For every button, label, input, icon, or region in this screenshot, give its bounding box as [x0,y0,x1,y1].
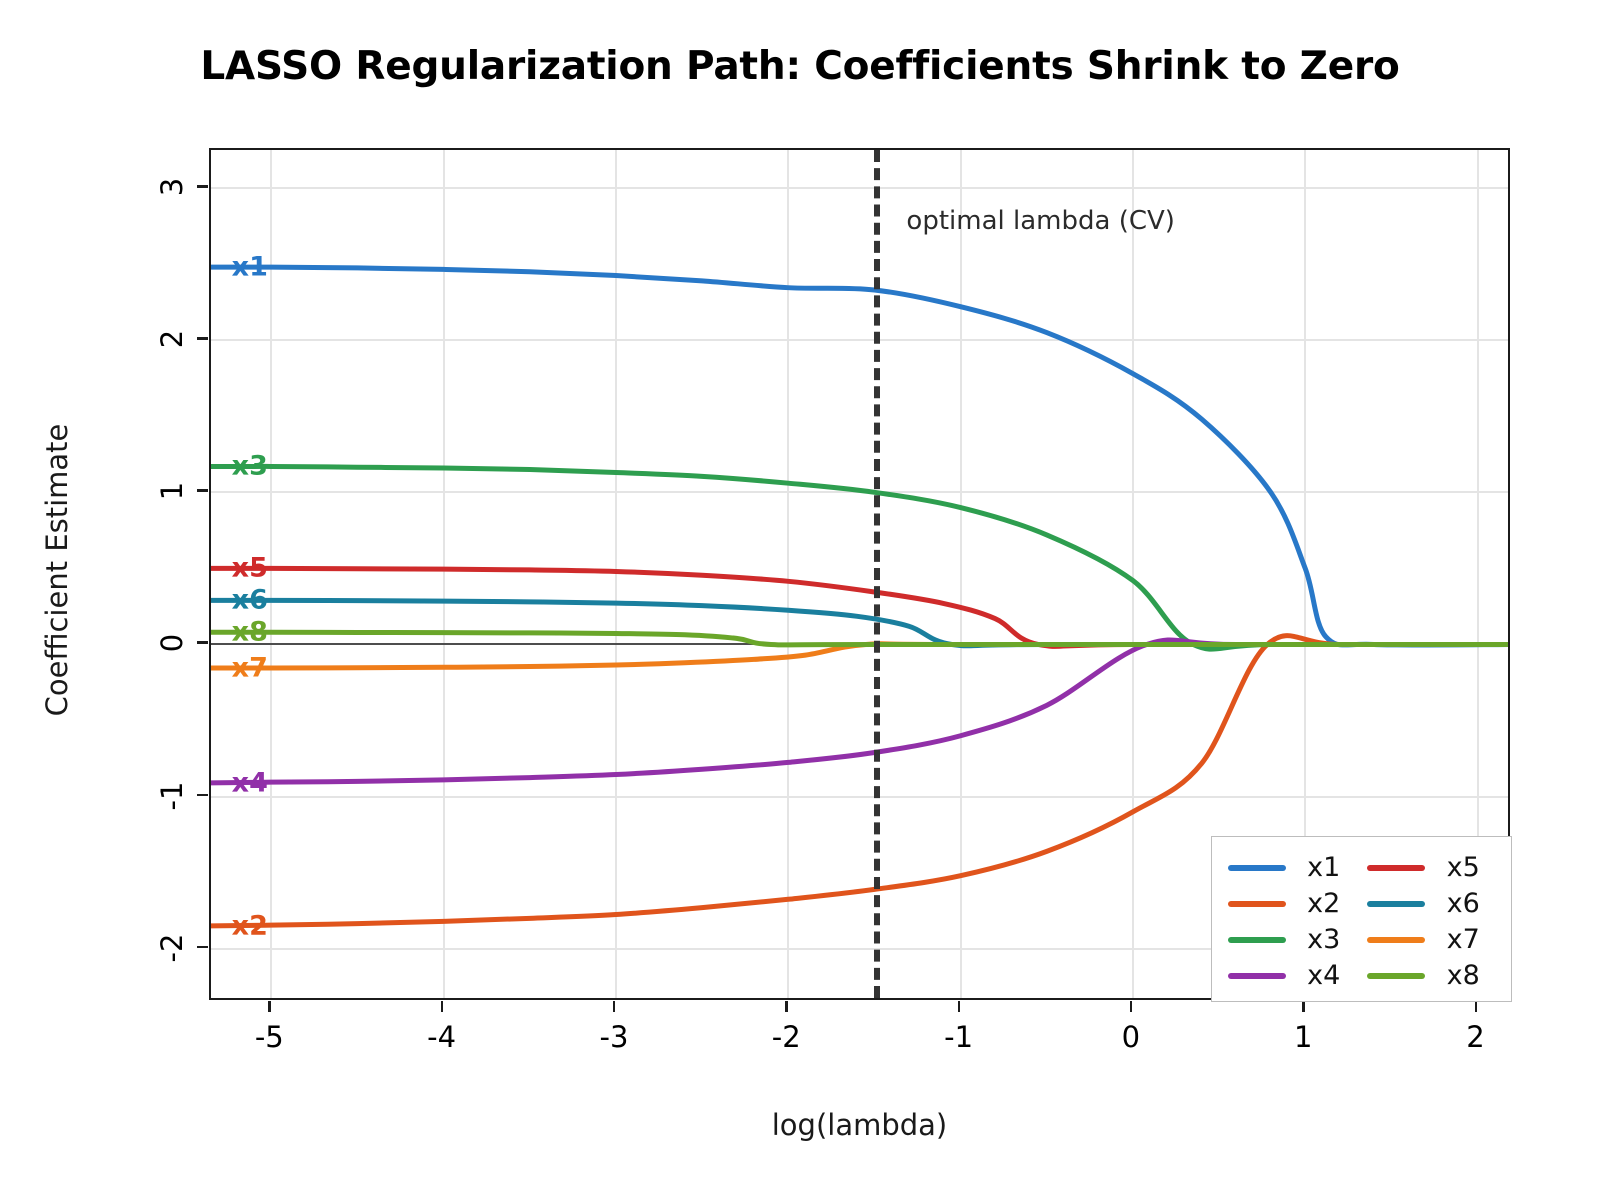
legend-label-x4: x4 [1307,960,1341,991]
optimal-lambda-annotation: optimal lambda (CV) [906,205,1175,236]
x-tick-label: 1 [1293,1020,1313,1054]
series-line-x1 [211,264,1508,648]
x-tick-label: -1 [944,1020,974,1054]
gridline-vertical [1476,150,1479,998]
curve-label-x2: x2 [231,910,268,942]
gridline-horizontal [211,795,1508,798]
legend-swatch-x5 [1367,865,1426,871]
series-line-x2 [211,633,1508,929]
series-line-x8 [211,629,1508,648]
legend-swatch-x8 [1367,973,1426,979]
curve-label-x7: x7 [231,652,268,684]
y-tick-label: -2 [155,933,189,963]
curve-label-x6: x6 [231,584,268,616]
curve-label-x4: x4 [231,767,268,799]
legend-label-x8: x8 [1446,960,1480,991]
series-line-x4 [211,637,1508,786]
y-tick-mark [197,793,208,797]
gridline-vertical [959,150,962,998]
gridline-vertical [1131,150,1134,998]
legend-label-x2: x2 [1307,888,1341,919]
gridline-vertical [442,150,445,998]
curve-label-x1: x1 [231,251,268,283]
x-tick-mark [612,1001,616,1012]
y-tick-label: -1 [155,781,189,811]
x-tick-mark [785,1001,788,1012]
x-tick-mark [957,1001,961,1012]
gridline-vertical [270,150,273,998]
x-tick-label: -5 [254,1020,284,1054]
curve-label-x3: x3 [231,450,268,482]
x-tick-mark [1474,1001,1478,1012]
series-line-x3 [211,463,1508,652]
legend-swatch-x2 [1228,901,1286,907]
legend-label-x5: x5 [1446,852,1480,883]
optimal-lambda-line [874,150,881,998]
y-tick-label: 0 [155,634,189,653]
legend-label-x6: x6 [1446,888,1480,919]
x-tick-label: -3 [599,1020,629,1054]
y-tick-mark [197,489,208,492]
gridline-vertical [614,150,617,998]
x-tick-mark [1129,1001,1133,1012]
legend-grid: x1 x5 x2 x6 x3 x7 x4 x8 [1212,837,1511,1007]
y-tick-mark [197,641,208,644]
y-tick-mark [197,945,208,949]
y-tick-mark [197,337,208,340]
page-title: LASSO Regularization Path: Coefficients … [200,44,1400,89]
legend-swatch-x1 [1228,865,1286,871]
y-tick-mark [197,185,208,188]
x-tick-label: -4 [427,1020,457,1054]
x-tick-mark [440,1001,444,1012]
legend-label-x7: x7 [1446,924,1480,955]
curve-label-x5: x5 [231,552,268,584]
gridline-horizontal [211,947,1508,950]
x-axis-label: log(lambda) [771,1108,948,1142]
x-tick-label: -2 [771,1020,801,1054]
gridline-horizontal [211,187,1508,190]
y-tick-label: 1 [155,482,189,501]
legend-swatch-x6 [1367,901,1426,907]
gridline-horizontal [211,339,1508,342]
y-tick-label: 3 [155,177,189,197]
curve-label-x8: x8 [231,616,268,648]
y-axis-label: Coefficient Estimate [40,423,74,717]
x-tick-label: 2 [1466,1020,1485,1054]
legend-label-x3: x3 [1307,924,1341,955]
series-line-x7 [211,641,1508,671]
x-tick-mark [1302,1001,1305,1012]
x-tick-label: 0 [1121,1020,1141,1054]
x-tick-mark [268,1001,271,1012]
legend: x1 x5 x2 x6 x3 x7 x4 x8 [1211,836,1512,1002]
legend-swatch-x3 [1228,937,1286,943]
coefficient-path-curves [211,264,1508,929]
legend-swatch-x7 [1367,937,1426,943]
y-tick-label: 2 [155,329,189,349]
gridline-vertical [787,150,790,998]
legend-swatch-x4 [1228,973,1286,979]
legend-label-x1: x1 [1307,852,1341,883]
